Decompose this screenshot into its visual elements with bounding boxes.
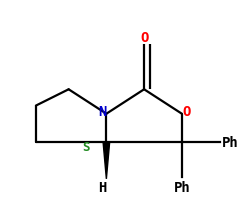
Text: O: O xyxy=(182,104,190,118)
Text: Ph: Ph xyxy=(173,180,190,194)
Polygon shape xyxy=(103,143,109,179)
Text: N: N xyxy=(98,104,106,118)
Text: S: S xyxy=(82,140,90,153)
Text: O: O xyxy=(139,31,148,45)
Text: H: H xyxy=(98,180,106,194)
Text: Ph: Ph xyxy=(221,135,238,150)
